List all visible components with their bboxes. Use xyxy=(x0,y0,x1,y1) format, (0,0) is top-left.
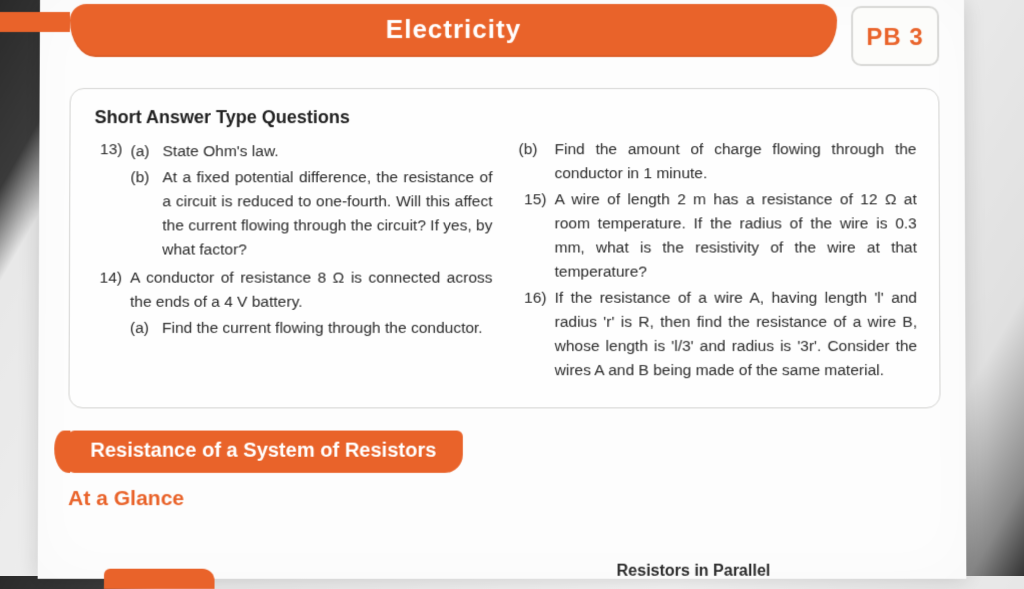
q13-b: (b) At a fixed potential difference, the… xyxy=(130,166,492,262)
q16: 16) If the resistance of a wire A, havin… xyxy=(519,287,918,384)
q13-a: (a) State Ohm's law. xyxy=(130,140,492,164)
q13-body: (a) State Ohm's law. (b) At a fixed pote… xyxy=(130,138,492,262)
topic-title: Resistance of a System of Resistors xyxy=(90,440,436,462)
q15-text: A wire of length 2 m has a resistance of… xyxy=(555,188,917,284)
q14-stem: A conductor of resistance 8 Ω is connect… xyxy=(130,267,492,315)
q16-text: If the resistance of a wire A, having le… xyxy=(555,287,918,384)
q13-a-text: State Ohm's law. xyxy=(163,140,493,164)
section-heading: Short Answer Type Questions xyxy=(95,107,917,128)
q13: 13) (a) State Ohm's law. (b) At a fixed … xyxy=(94,138,492,262)
q14b-text: Find the amount of charge flowing throug… xyxy=(555,138,917,186)
at-a-glance-heading: At a Glance xyxy=(68,487,941,511)
q15-number: 15) xyxy=(519,188,547,284)
chapter-title: Electricity xyxy=(386,14,521,44)
topic-banner: Resistance of a System of Resistors xyxy=(68,431,462,473)
q13-a-label: (a) xyxy=(130,140,154,164)
q14: 14) A conductor of resistance 8 Ω is con… xyxy=(94,267,493,341)
page-code-badge: PB 3 xyxy=(851,6,939,66)
right-column: (b) Find the amount of charge flowing th… xyxy=(519,138,918,385)
q14-a: (a) Find the current flowing through the… xyxy=(130,317,493,341)
q13-b-label: (b) xyxy=(130,166,154,262)
chapter-title-tab: Electricity xyxy=(70,4,837,57)
q16-number: 16) xyxy=(519,287,547,384)
q13-b-text: At a fixed potential difference, the res… xyxy=(162,166,492,262)
q14-number: 14) xyxy=(94,267,122,341)
page-content: Electricity PB 3 Short Answer Type Quest… xyxy=(68,0,941,579)
subtopic-peek-text: Resistors in Parallel xyxy=(617,563,771,581)
q14-b-right: (b) Find the amount of charge flowing th… xyxy=(519,138,917,186)
textbook-page: Electricity PB 3 Short Answer Type Quest… xyxy=(38,0,967,579)
q14b-label: (b) xyxy=(519,138,547,186)
left-column: 13) (a) State Ohm's law. (b) At a fixed … xyxy=(94,138,493,385)
q15: 15) A wire of length 2 m has a resistanc… xyxy=(519,188,918,284)
chapter-header-row: Electricity PB 3 xyxy=(70,4,940,66)
questions-section: Short Answer Type Questions 13) (a) Stat… xyxy=(68,88,940,408)
q14-a-label: (a) xyxy=(130,317,154,341)
q13-number: 13) xyxy=(94,138,122,262)
q14-body: A conductor of resistance 8 Ω is connect… xyxy=(130,267,493,341)
q14-a-text: Find the current flowing through the con… xyxy=(162,317,492,341)
page-code: PB 3 xyxy=(866,24,923,51)
questions-columns: 13) (a) State Ohm's law. (b) At a fixed … xyxy=(94,138,918,385)
subtopic-tab-stub xyxy=(104,569,215,589)
